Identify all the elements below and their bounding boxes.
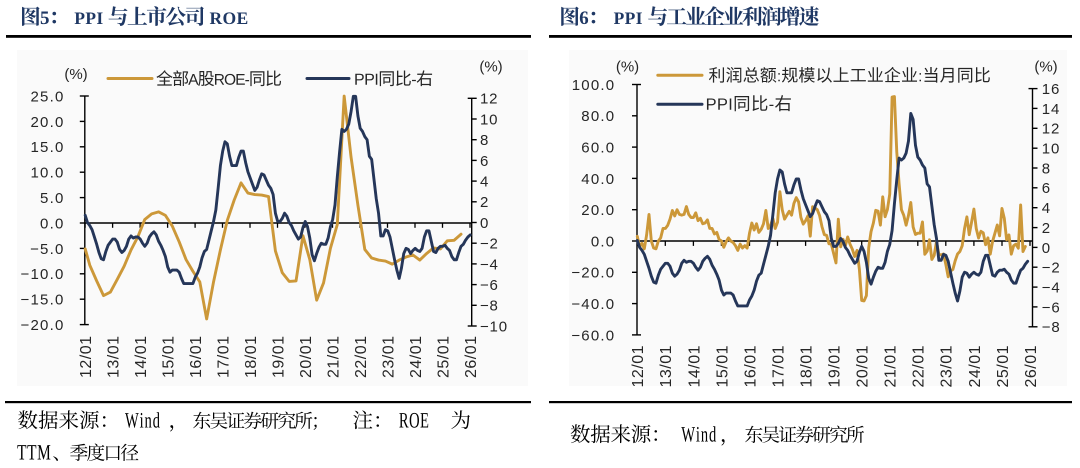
svg-text:14/01: 14/01 (686, 345, 703, 388)
svg-text:19/01: 19/01 (270, 335, 287, 378)
svg-text:21/01: 21/01 (325, 335, 342, 378)
svg-text:12: 12 (1042, 121, 1060, 138)
svg-text:13/01: 13/01 (658, 345, 675, 388)
svg-text:17/01: 17/01 (770, 345, 787, 388)
svg-text:16/01: 16/01 (188, 335, 205, 378)
svg-text:−6: −6 (1042, 299, 1061, 316)
svg-text:−2: −2 (1042, 260, 1061, 277)
svg-text:2: 2 (1042, 220, 1051, 237)
svg-text:21/01: 21/01 (883, 345, 900, 388)
svg-text:18/01: 18/01 (799, 345, 816, 388)
svg-text:0.0: 0.0 (40, 215, 64, 232)
svg-text:−60.0: −60.0 (571, 327, 615, 344)
svg-text:24/01: 24/01 (967, 345, 984, 388)
svg-text:−6: −6 (480, 277, 499, 294)
svg-text:−40.0: −40.0 (571, 296, 615, 313)
svg-text:15.0: 15.0 (31, 139, 65, 156)
svg-text:17/01: 17/01 (215, 335, 232, 378)
svg-text:10.0: 10.0 (31, 165, 65, 182)
svg-text:10: 10 (480, 111, 498, 128)
svg-text:−20.0: −20.0 (571, 265, 615, 282)
svg-text:25/01: 25/01 (995, 345, 1012, 388)
svg-text:80.0: 80.0 (581, 108, 615, 125)
svg-text:0.0: 0.0 (591, 233, 615, 250)
svg-text:26/01: 26/01 (1023, 345, 1040, 388)
svg-text:23/01: 23/01 (380, 335, 397, 378)
svg-text:20.0: 20.0 (31, 114, 65, 131)
svg-text:(%): (%) (1034, 59, 1057, 76)
svg-text:−4: −4 (480, 256, 499, 273)
svg-text:5.0: 5.0 (40, 190, 64, 207)
svg-text:20.0: 20.0 (581, 202, 615, 219)
svg-text:18/01: 18/01 (243, 335, 260, 378)
svg-text:0: 0 (480, 215, 489, 232)
svg-text:−15.0: −15.0 (21, 292, 65, 309)
svg-text:40.0: 40.0 (581, 171, 615, 188)
svg-text:13/01: 13/01 (106, 335, 123, 378)
svg-text:6: 6 (480, 153, 489, 170)
svg-text:25.0: 25.0 (31, 89, 65, 106)
svg-text:14/01: 14/01 (133, 335, 150, 378)
svg-text:100.0: 100.0 (572, 77, 616, 94)
svg-text:−10.0: −10.0 (21, 266, 65, 283)
svg-text:−4: −4 (1042, 280, 1061, 297)
svg-text:60.0: 60.0 (581, 140, 615, 157)
svg-text:12/01: 12/01 (78, 335, 95, 378)
svg-text:16/01: 16/01 (742, 345, 759, 388)
svg-text:0: 0 (1042, 240, 1051, 257)
svg-text:(%): (%) (64, 66, 87, 83)
svg-text:4: 4 (480, 174, 489, 191)
svg-text:20/01: 20/01 (298, 335, 315, 378)
svg-text:−8: −8 (480, 298, 499, 315)
svg-text:4: 4 (1042, 200, 1051, 217)
svg-text:16: 16 (1042, 81, 1060, 98)
svg-text:23/01: 23/01 (939, 345, 956, 388)
svg-text:8: 8 (480, 132, 489, 149)
svg-text:−10: −10 (480, 318, 508, 335)
svg-text:−8: −8 (1042, 319, 1061, 336)
svg-text:12/01: 12/01 (630, 345, 647, 388)
svg-text:19/01: 19/01 (827, 345, 844, 388)
svg-text:−5.0: −5.0 (30, 241, 64, 258)
svg-text:8: 8 (1042, 160, 1051, 177)
svg-text:12: 12 (480, 91, 498, 108)
svg-text:−2: −2 (480, 236, 499, 253)
svg-text:14: 14 (1042, 101, 1060, 118)
svg-text:22/01: 22/01 (911, 345, 928, 388)
svg-text:24/01: 24/01 (408, 335, 425, 378)
svg-text:15/01: 15/01 (161, 335, 178, 378)
svg-text:15/01: 15/01 (714, 345, 731, 388)
svg-text:−20.0: −20.0 (21, 317, 65, 334)
svg-text:20/01: 20/01 (855, 345, 872, 388)
svg-text:10: 10 (1042, 141, 1060, 158)
svg-text:25/01: 25/01 (435, 335, 452, 378)
svg-text:6: 6 (1042, 180, 1051, 197)
svg-text:(%): (%) (616, 59, 639, 76)
svg-text:22/01: 22/01 (353, 335, 370, 378)
svg-text:26/01: 26/01 (463, 335, 480, 378)
svg-text:(%): (%) (479, 59, 502, 76)
svg-text:2: 2 (480, 194, 489, 211)
